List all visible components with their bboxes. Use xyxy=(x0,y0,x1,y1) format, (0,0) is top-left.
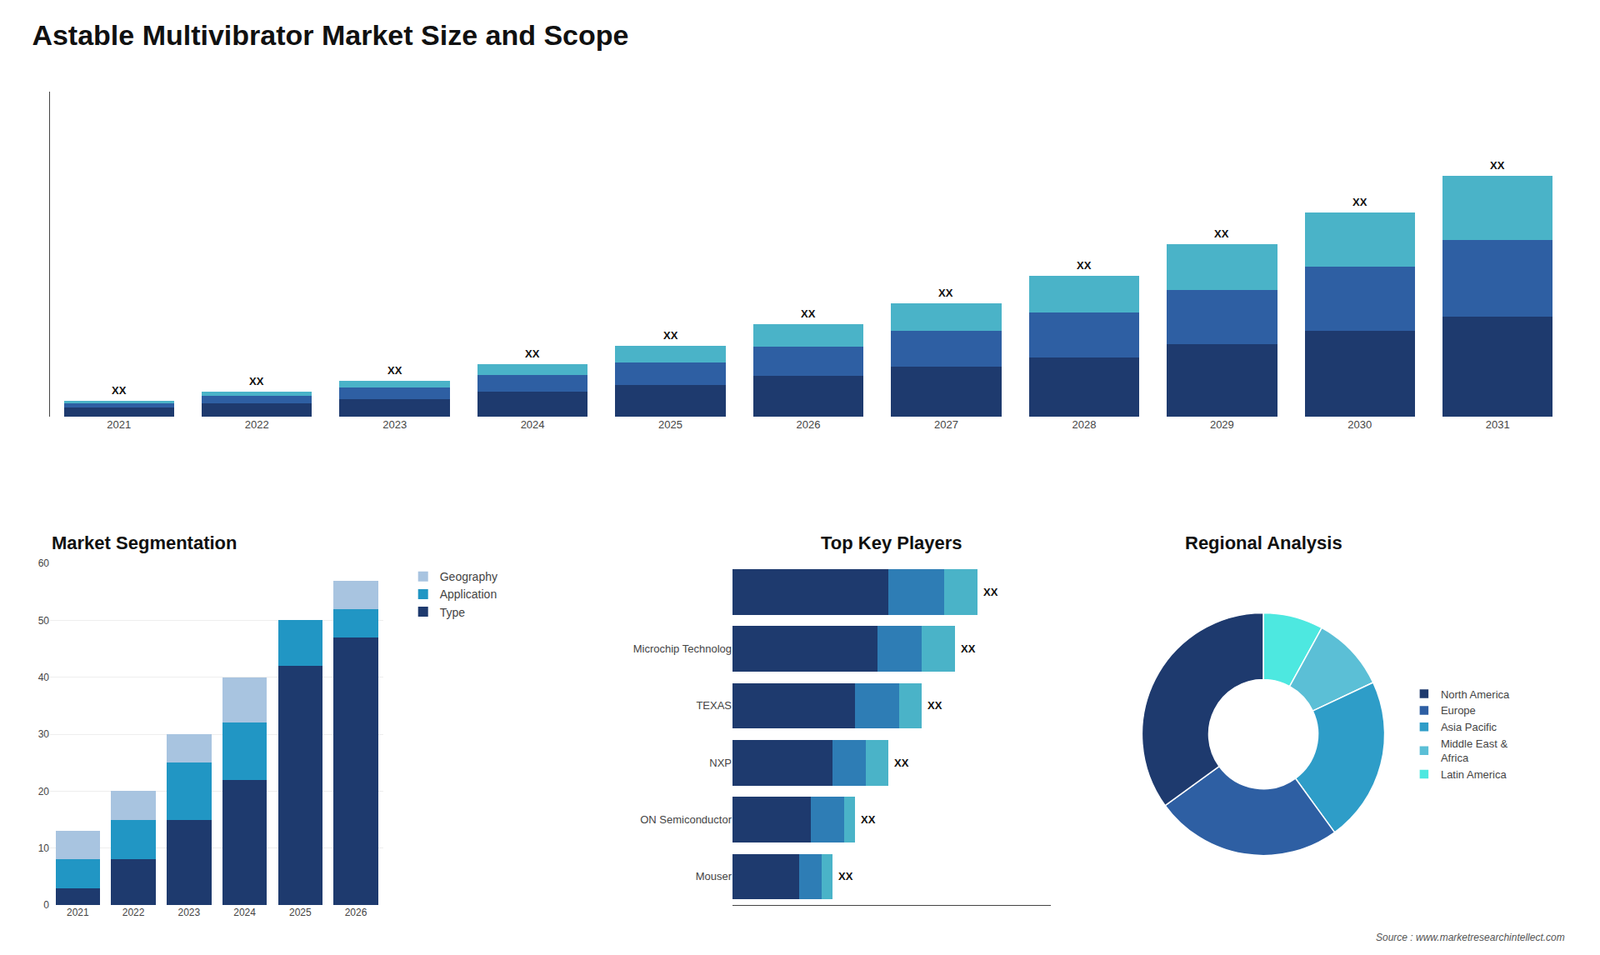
svg-text:TEXAS: TEXAS xyxy=(695,699,732,712)
svg-text:XX: XX xyxy=(111,384,127,397)
svg-text:XX: XX xyxy=(1352,195,1368,209)
svg-text:Latin America: Latin America xyxy=(1440,768,1508,781)
svg-text:10: 10 xyxy=(38,842,50,855)
svg-text:Asia Pacific: Asia Pacific xyxy=(1440,720,1498,734)
svg-text:2021: 2021 xyxy=(106,418,131,431)
svg-text:North America: North America xyxy=(1440,688,1510,701)
svg-text:60: 60 xyxy=(38,557,50,570)
svg-text:XX: XX xyxy=(983,585,999,599)
svg-text:2022: 2022 xyxy=(245,418,270,431)
svg-text:Microchip Technolog: Microchip Technolog xyxy=(633,642,732,655)
svg-text:XX: XX xyxy=(927,699,943,712)
svg-text:2024: 2024 xyxy=(233,906,256,919)
svg-text:Top Key Players: Top Key Players xyxy=(820,532,963,554)
svg-text:XX: XX xyxy=(525,347,540,360)
svg-text:XX: XX xyxy=(960,642,976,655)
svg-text:XX: XX xyxy=(387,364,403,377)
svg-text:2029: 2029 xyxy=(1210,418,1235,431)
svg-text:2022: 2022 xyxy=(122,906,145,919)
svg-text:2025: 2025 xyxy=(289,906,312,919)
svg-text:XX: XX xyxy=(663,329,679,342)
svg-text:XX: XX xyxy=(1076,259,1092,272)
svg-text:XX: XX xyxy=(800,307,816,320)
svg-text:XX: XX xyxy=(894,756,910,770)
svg-text:20: 20 xyxy=(38,785,50,798)
svg-text:Market Segmentation: Market Segmentation xyxy=(51,532,238,554)
svg-text:Source : www.marketresearchint: Source : www.marketresearchintellect.com xyxy=(1375,931,1565,944)
svg-text:Middle East &Africa: Middle East &Africa xyxy=(1440,737,1509,765)
svg-text:NXP: NXP xyxy=(709,756,732,770)
svg-text:2030: 2030 xyxy=(1347,418,1372,431)
svg-text:40: 40 xyxy=(38,671,50,684)
svg-text:2024: 2024 xyxy=(520,418,545,431)
svg-text:Geography: Geography xyxy=(440,570,498,584)
svg-text:2023: 2023 xyxy=(382,418,407,431)
svg-text:2023: 2023 xyxy=(177,906,200,919)
svg-text:50: 50 xyxy=(38,615,50,627)
svg-text:Europe: Europe xyxy=(1440,704,1476,717)
svg-text:30: 30 xyxy=(38,728,50,740)
svg-text:Astable Multivibrator Market S: Astable Multivibrator Market Size and Sc… xyxy=(31,19,629,51)
svg-text:2027: 2027 xyxy=(934,418,959,431)
svg-text:XX: XX xyxy=(860,813,876,826)
svg-text:2028: 2028 xyxy=(1071,418,1096,431)
svg-text:Mouser: Mouser xyxy=(695,870,733,883)
svg-text:2026: 2026 xyxy=(345,906,368,919)
svg-text:2021: 2021 xyxy=(66,906,90,919)
svg-text:ON Semiconductor: ON Semiconductor xyxy=(640,813,732,826)
svg-text:XX: XX xyxy=(838,870,854,883)
svg-text:Type: Type xyxy=(440,605,466,620)
svg-text:XX: XX xyxy=(249,375,265,388)
svg-text:XX: XX xyxy=(938,286,954,300)
svg-text:XX: XX xyxy=(1490,159,1505,172)
svg-text:XX: XX xyxy=(1214,227,1230,240)
svg-text:2031: 2031 xyxy=(1485,418,1510,431)
svg-text:Regional Analysis: Regional Analysis xyxy=(1185,532,1343,554)
svg-text:Application: Application xyxy=(440,587,498,601)
svg-text:2026: 2026 xyxy=(796,418,821,431)
svg-text:2025: 2025 xyxy=(658,418,683,431)
svg-text:0: 0 xyxy=(43,899,50,911)
